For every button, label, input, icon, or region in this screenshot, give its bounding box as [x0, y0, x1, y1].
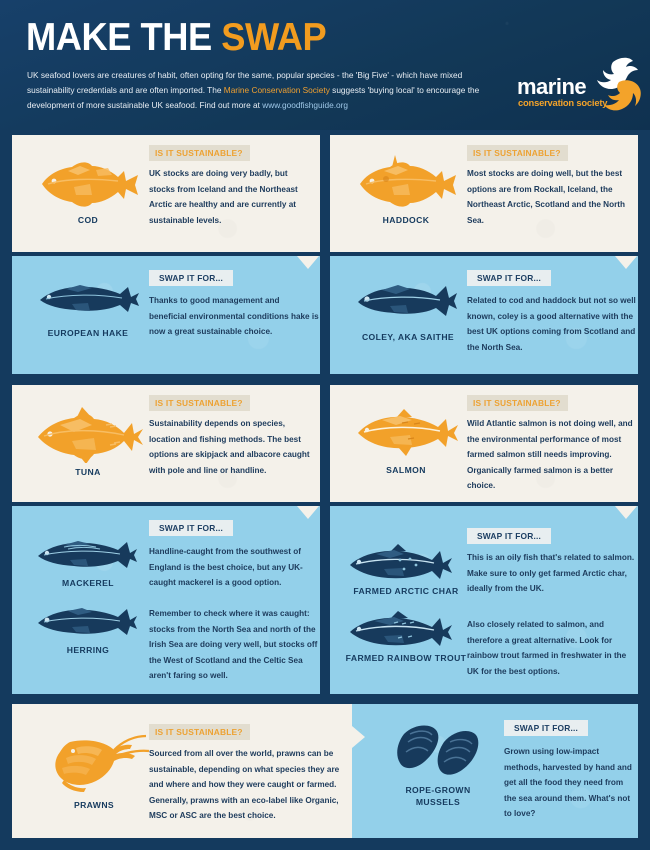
- title-highlight: SWAP: [221, 16, 327, 59]
- species-name-salmon: SALMON: [386, 465, 426, 475]
- species-name-haddock: HADDOCK: [382, 215, 430, 225]
- label-swap-it-for: SWAP IT FOR...: [149, 520, 234, 536]
- swap-text-european-hake: Thanks to good management and beneficial…: [149, 296, 319, 336]
- coley-fish-icon: [358, 285, 457, 316]
- salmon-fish-icon: [358, 409, 458, 456]
- species-name-coley: COLEY, AKA SAITHE: [361, 332, 455, 342]
- species-name-cod: COD: [77, 215, 99, 225]
- species-name-farmed-rainbow-trout: FARMED RAINBOW TROUT: [345, 653, 467, 663]
- arctic-char-fish-icon: [350, 544, 452, 579]
- header-banner: MAKE THE SWAP UK seafood lovers are crea…: [0, 0, 650, 130]
- species-name-prawns: PRAWNS: [73, 800, 115, 810]
- label-is-it-sustainable: IS IT SUSTAINABLE?: [149, 145, 250, 161]
- label-swap-it-for: SWAP IT FOR...: [467, 528, 552, 544]
- card-haddock-sustainable: HADDOCK IS IT SUSTAINABLE? Most stocks a…: [330, 135, 638, 252]
- card-salmon-sustainable: SALMON IS IT SUSTAINABLE? Wild Atlantic …: [330, 385, 638, 502]
- card-cod-sustainable: COD IS IT SUSTAINABLE? UK stocks are doi…: [12, 135, 320, 252]
- card-text-salmon: Wild Atlantic salmon is not doing well, …: [467, 419, 633, 490]
- swap-panel-prawns: ROPE-GROWN MUSSELS SWAP IT FOR... Grown …: [352, 704, 638, 838]
- mackerel-fish-icon: [38, 541, 137, 568]
- swap-text-rope-grown-mussels: Grown using low-impact methods, harveste…: [504, 747, 632, 818]
- label-swap-it-for: SWAP IT FOR...: [504, 720, 589, 736]
- swap-text-farmed-arctic-char: This is an oily fish that's related to s…: [467, 553, 635, 593]
- prawn-icon: [55, 734, 150, 792]
- tuna-fish-icon: [38, 407, 143, 463]
- notch-indicator: [297, 256, 319, 269]
- intro-text-2: suggests 'buying local' to encourage the…: [27, 85, 480, 110]
- notch-indicator: [615, 506, 637, 519]
- notch-indicator: [297, 506, 319, 519]
- card-tuna-sustainable: TUNA IS IT SUSTAINABLE? Sustainability d…: [12, 385, 320, 502]
- species-name-herring: HERRING: [66, 645, 110, 655]
- label-is-it-sustainable: IS IT SUSTAINABLE?: [149, 395, 250, 411]
- goodfishguide-link[interactable]: www.goodfishguide.org: [262, 100, 349, 110]
- card-text-tuna: Sustainability depends on species, locat…: [149, 419, 310, 475]
- card-text-haddock: Most stocks are doing well, but the best…: [467, 169, 626, 225]
- swap-text-farmed-rainbow-trout: Also closely related to salmon, and ther…: [467, 620, 627, 676]
- swap-text-coley: Related to cod and haddock but not so we…: [467, 296, 636, 352]
- swap-panel-salmon: SWAP IT FOR... FARMED ARCTIC CHAR This i…: [330, 506, 638, 694]
- haddock-fish-icon: [360, 155, 456, 207]
- label-swap-it-for: SWAP IT FOR...: [467, 270, 552, 286]
- logo-wordmark-line1: marine: [517, 74, 587, 99]
- page-title: MAKE THE SWAP: [26, 16, 327, 60]
- swap-panel-tuna: SWAP IT FOR... MACKEREL Handline-caught …: [12, 506, 320, 694]
- label-is-it-sustainable: IS IT SUSTAINABLE?: [149, 724, 250, 740]
- swap-text-herring: Remember to check where it was caught: s…: [149, 609, 318, 680]
- label-swap-it-for: SWAP IT FOR...: [149, 270, 234, 286]
- card-prawns-sustainable: PRAWNS IS IT SUSTAINABLE? Sourced from a…: [12, 704, 352, 838]
- species-name-tuna: TUNA: [75, 467, 101, 477]
- intro-text-1: UK seafood lovers are creatures of habit…: [27, 70, 463, 95]
- label-is-it-sustainable: IS IT SUSTAINABLE?: [467, 145, 568, 161]
- marine-conservation-society-logo: marine conservation society: [515, 57, 641, 120]
- intro-paragraph: UK seafood lovers are creatures of habit…: [27, 68, 497, 113]
- label-is-it-sustainable: IS IT SUSTAINABLE?: [467, 395, 568, 411]
- intro-org-name: Marine Conservation Society: [223, 85, 330, 95]
- rainbow-trout-fish-icon: [350, 611, 452, 646]
- hake-fish-icon: [40, 285, 139, 312]
- card-text-prawns: Sourced from all over the world, prawns …: [149, 749, 340, 820]
- dolphin-and-fish-icon: [597, 57, 641, 111]
- notch-indicator: [352, 726, 365, 748]
- swap-text-mackerel: Handline-caught from the southwest of En…: [149, 547, 303, 587]
- swap-panel-haddock: COLEY, AKA SAITHE SWAP IT FOR... Related…: [330, 256, 638, 374]
- card-text-cod: UK stocks are doing very badly, but stoc…: [149, 169, 298, 225]
- herring-fish-icon: [38, 608, 137, 635]
- species-name-mackerel: MACKEREL: [62, 578, 114, 588]
- species-name-european-hake: EUROPEAN HAKE: [47, 328, 129, 338]
- logo-wordmark-line2: conservation society: [518, 97, 608, 108]
- species-name-farmed-arctic-char: FARMED ARCTIC CHAR: [353, 586, 459, 596]
- swap-panel-cod: EUROPEAN HAKE SWAP IT FOR... Thanks to g…: [12, 256, 320, 374]
- mussels-icon: [397, 725, 479, 775]
- title-main: MAKE THE: [26, 16, 222, 59]
- notch-indicator: [615, 256, 637, 269]
- cod-fish-icon: [42, 162, 138, 207]
- species-name-rope-grown-mussels: ROPE-GROWN MUSSELS: [405, 785, 471, 807]
